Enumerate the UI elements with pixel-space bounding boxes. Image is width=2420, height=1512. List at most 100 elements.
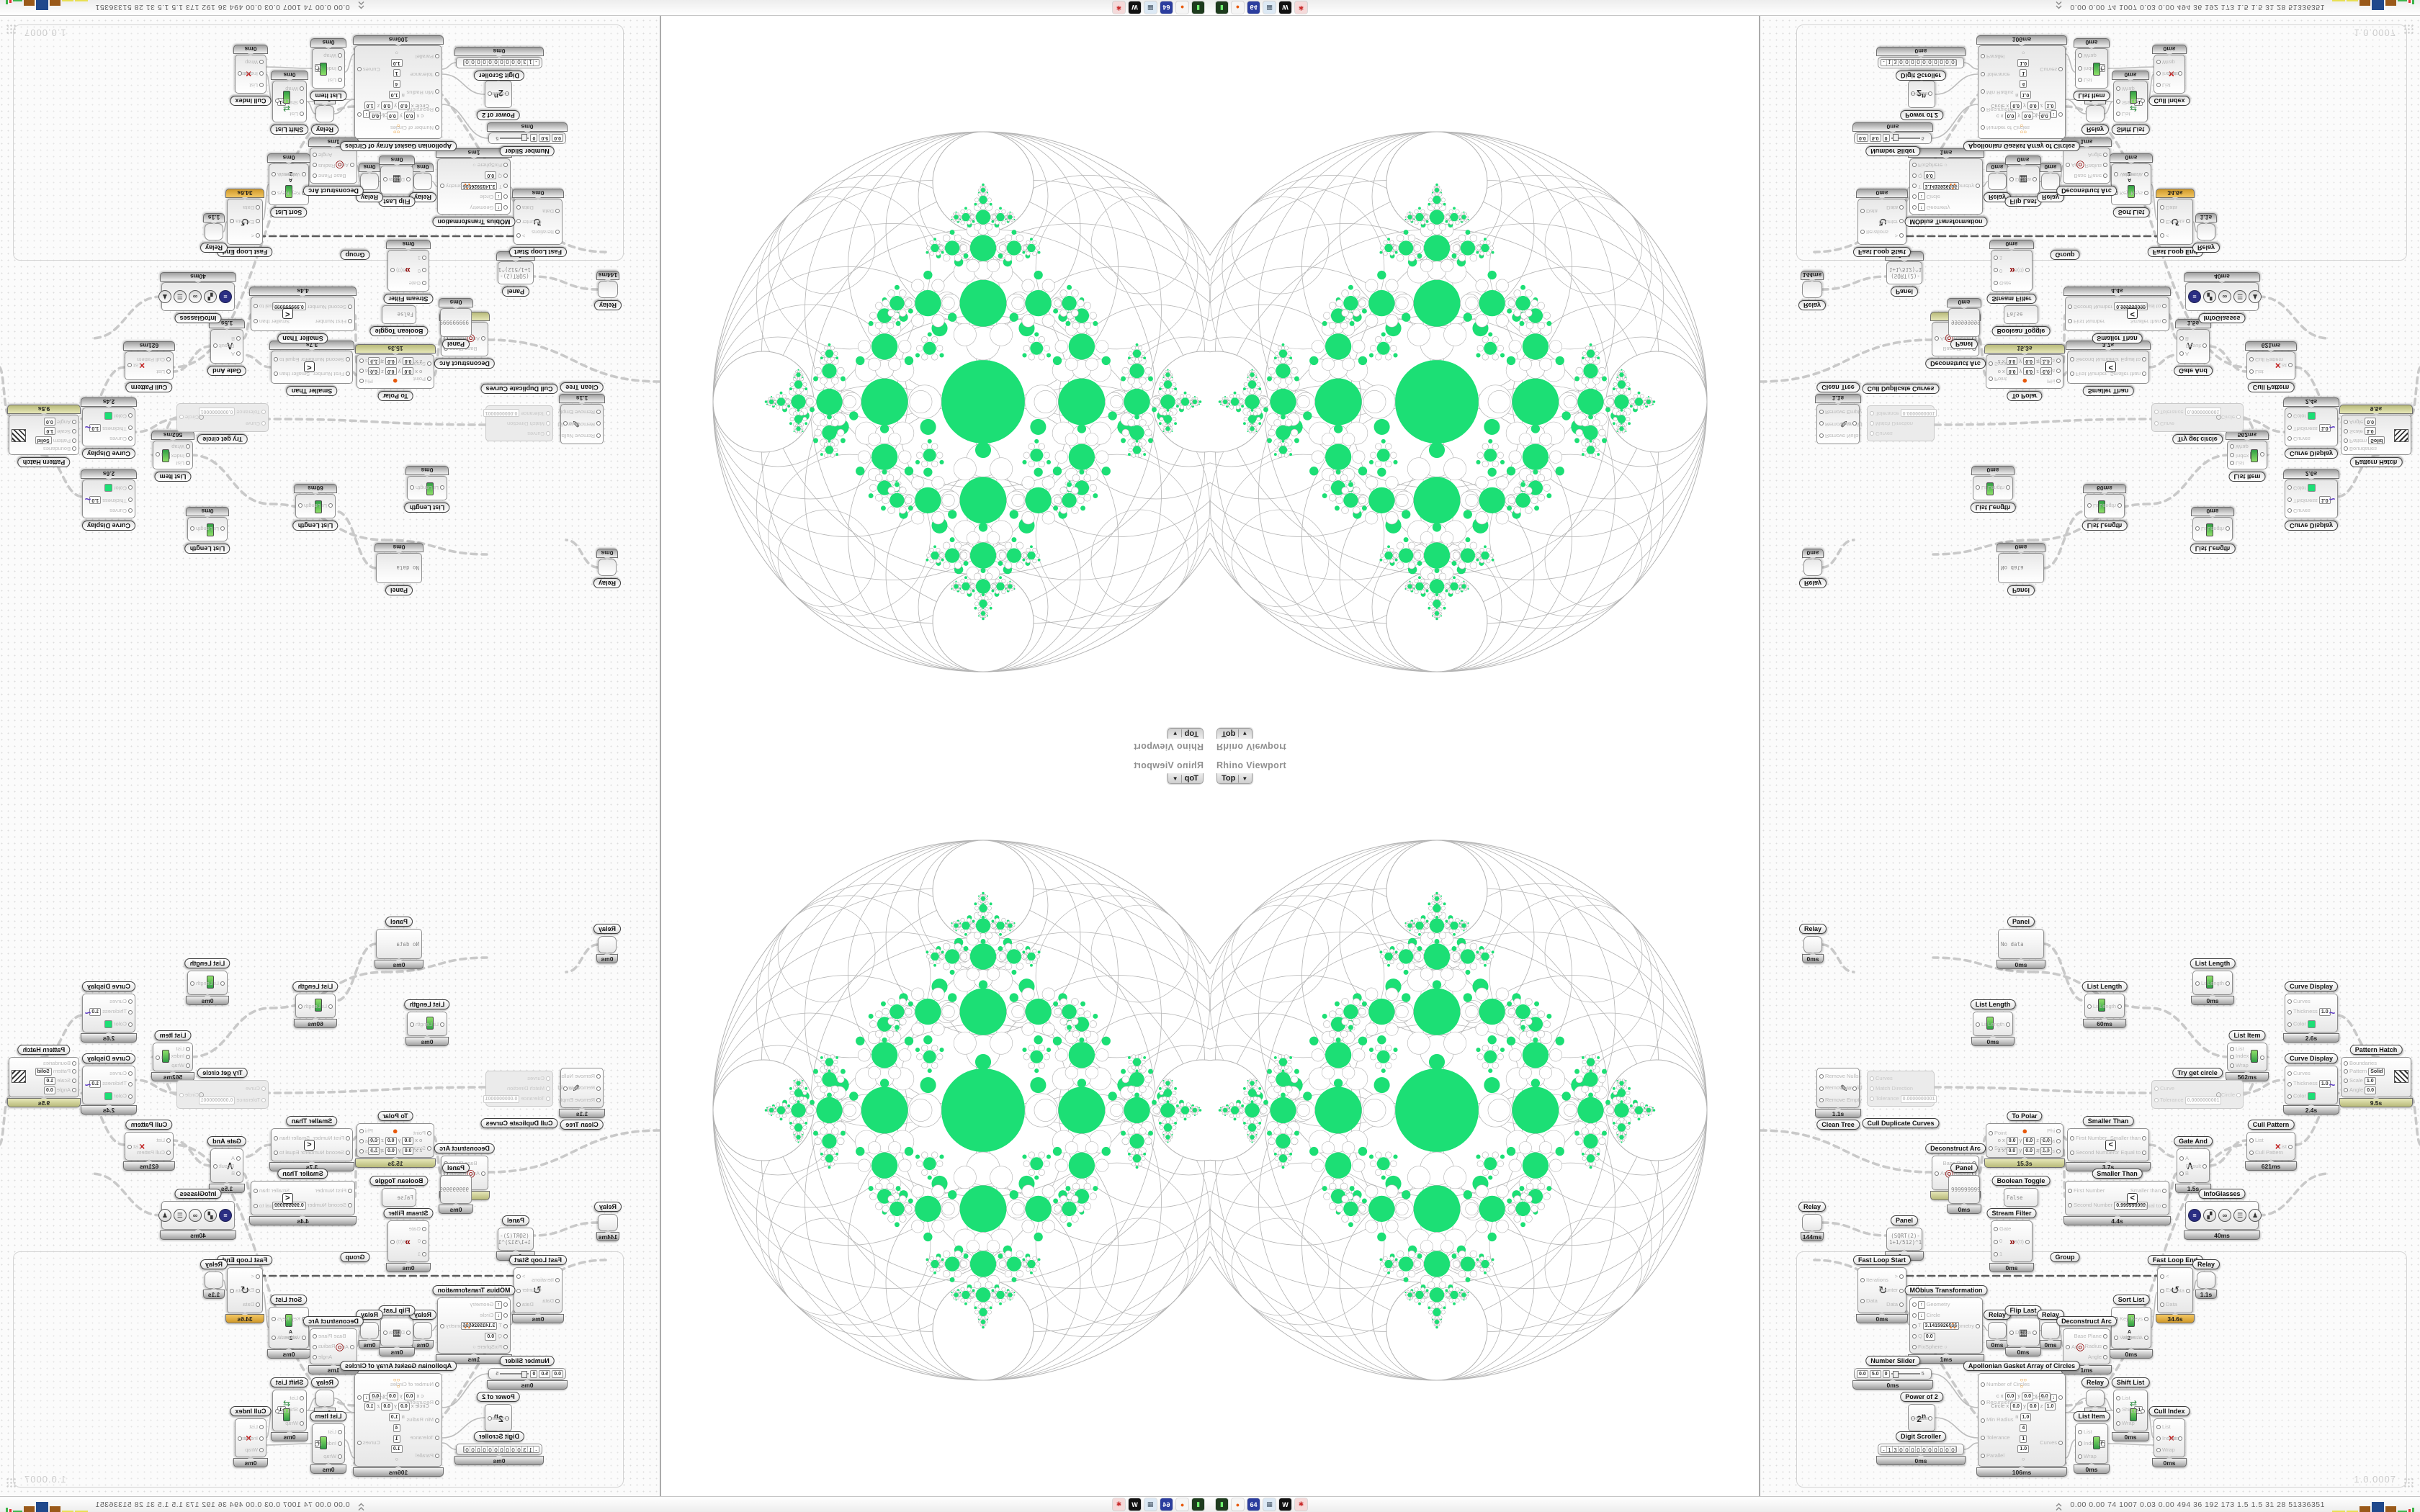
bug-icon[interactable]: ✱ xyxy=(1295,1,1307,14)
input-port[interactable]: Index 0 xyxy=(162,451,190,459)
output-port[interactable]: Counter xyxy=(1878,219,1904,225)
input-port[interactable]: Pattern Solid xyxy=(35,436,76,444)
node-label-curve-display-1[interactable]: Curve Display xyxy=(81,1053,136,1063)
output-port[interactable]: Tree xyxy=(563,421,580,428)
gh-node-panel-nodata[interactable]: No data xyxy=(1998,553,2044,583)
gh-node-sort-list[interactable]: Keys Values A A Z Keys Values A xyxy=(269,1307,309,1349)
output-port[interactable]: ... or Equal to xyxy=(254,1202,292,1209)
output-port[interactable]: Angle xyxy=(313,1354,332,1360)
gh-node-relay-r4[interactable] xyxy=(315,105,334,122)
input-port[interactable]: Recursions xyxy=(406,1399,439,1405)
output-port[interactable]: Length xyxy=(2208,980,2230,986)
input-port[interactable]: A xyxy=(2179,1155,2189,1161)
output-port[interactable]: Smaller than xyxy=(254,1187,290,1194)
node-label-panel-nodata[interactable]: Panel xyxy=(2007,917,2035,927)
input-port[interactable]: ↓ Circle xyxy=(1912,1311,1948,1320)
node-label-smaller-than-1[interactable]: Smaller Than xyxy=(286,386,338,396)
input-port[interactable]: Index 0 xyxy=(2230,1053,2258,1061)
browser-icon[interactable]: ● xyxy=(1232,1,1244,14)
input-port[interactable]: Index 0 xyxy=(2078,1439,2106,1448)
gh-node-list-length-b[interactable]: List Length xyxy=(2084,994,2125,1018)
gh-node-info-glasses[interactable]: ≡ ▞ ∞ ☰ ♟ xyxy=(158,282,235,311)
input-port[interactable]: Point xyxy=(1989,1130,2007,1136)
output-port[interactable]: Data xyxy=(383,1329,400,1336)
node-label-cull-pattern[interactable]: Cull Pattern xyxy=(125,1120,173,1130)
gh-node-stream-filter[interactable]: Gate 0 1» S(0) xyxy=(387,1220,429,1262)
gh-node-mobius-transformation[interactable]: ↑ Geometry ↓ Circle T 3.1415926536 Q 0.0 Fix… xyxy=(437,158,511,215)
output-port[interactable]: Result xyxy=(1912,1415,1932,1421)
bug-icon[interactable]: ✱ xyxy=(1113,1,1125,14)
input-port[interactable]: Color xyxy=(93,483,133,492)
viewport-tab-top[interactable]: Top ▼ xyxy=(1216,728,1253,739)
input-port[interactable]: List xyxy=(2116,1395,2130,1401)
input-port[interactable]: System xyxy=(1989,1145,2012,1151)
output-port[interactable]: Result xyxy=(488,1415,508,1421)
gh-node-fast-loop-end[interactable]: < Exit Data ↺ Data xyxy=(227,199,263,245)
input-port[interactable]: Data xyxy=(542,1297,560,1304)
output-port[interactable]: Radius xyxy=(313,163,335,169)
input-port[interactable]: List xyxy=(146,1137,171,1143)
input-port[interactable]: ↓ Circle xyxy=(1912,192,1948,201)
node-label-relay-a[interactable]: Relay xyxy=(1798,578,1827,588)
node-label-deconstruct-arc-1[interactable]: Deconstruct Arc xyxy=(434,359,495,369)
node-label-boolean-toggle[interactable]: Boolean Toggle xyxy=(369,326,429,336)
node-label-list-length-a[interactable]: List Length xyxy=(184,544,230,554)
input-port[interactable]: List xyxy=(146,369,171,375)
input-port[interactable]: Number of Circles xyxy=(1981,1381,2030,1387)
output-port[interactable]: Result xyxy=(213,1163,234,1169)
output-port[interactable]: ... or Equal to xyxy=(274,357,312,364)
gh-node-try-get-circle[interactable]: Curve Tolerance 0.0000000001 ○ Circle xyxy=(2151,403,2244,432)
node-label-cull-pattern[interactable]: Cull Pattern xyxy=(2247,1120,2295,1130)
output-port[interactable]: Keys xyxy=(2130,1315,2148,1322)
input-port[interactable]: 1 xyxy=(1994,255,2008,261)
gh-node-cull-duplicate-curves[interactable]: Curves Match Direction Tolerance 0.0000000… xyxy=(483,405,553,441)
input-port[interactable]: Thickness 1.0 xyxy=(89,495,133,504)
input-port[interactable]: Cull Pattern xyxy=(2249,356,2283,363)
output-port[interactable]: List xyxy=(2168,71,2182,78)
infoglasses-icon[interactable]: ≡ xyxy=(219,290,232,303)
output-port[interactable]: Smaller than xyxy=(2110,372,2146,378)
input-port[interactable]: Curves xyxy=(490,1075,550,1081)
input-port[interactable]: Arc xyxy=(2066,163,2079,169)
output-port[interactable]: Result xyxy=(1912,91,1932,98)
input-port[interactable]: Second Number xyxy=(305,357,350,364)
node-label-gate-and[interactable]: Gate And xyxy=(207,1136,246,1146)
output-port[interactable]: Circle xyxy=(179,1092,199,1098)
gh-node-boolean-toggle[interactable]: False xyxy=(382,1188,416,1207)
input-port[interactable]: Curve xyxy=(206,421,266,428)
input-port[interactable]: List xyxy=(249,1423,264,1430)
node-label-gate-and[interactable]: Gate And xyxy=(2174,366,2213,376)
input-port[interactable]: Pattern Solid xyxy=(35,1068,76,1076)
output-port[interactable]: Tree xyxy=(563,1085,580,1092)
node-label-panel-999[interactable]: Panel xyxy=(442,1163,470,1173)
infoglasses-icon[interactable]: ♟ xyxy=(158,1209,171,1222)
infoglasses-icon[interactable]: ☰ xyxy=(2233,290,2246,303)
gh-node-relay-144[interactable] xyxy=(598,281,618,298)
gh-node-list-length-b[interactable]: List Length xyxy=(295,994,336,1018)
gh-node-clean-tree[interactable]: Remove Nulls Remove Invalid Remove Empty ✎ T… xyxy=(557,404,604,444)
node-label-panel-sqrt[interactable]: Panel xyxy=(501,1215,530,1225)
input-port[interactable]: Thickness 1.0 xyxy=(2287,495,2331,504)
output-port[interactable]: Curves xyxy=(357,66,380,73)
gh-node-relay-144[interactable] xyxy=(1802,1214,1822,1231)
node-label-pattern-hatch[interactable]: Pattern Hatch xyxy=(2349,1045,2403,1055)
input-port[interactable]: Remove Invalid xyxy=(557,1084,601,1091)
node-label-digit-scroller[interactable]: Digit Scroller xyxy=(1895,71,1947,81)
node-label-smaller-than-1[interactable]: Smaller Than xyxy=(2082,1116,2134,1126)
output-port[interactable]: Phi xyxy=(359,379,373,385)
gh-node-gate-and[interactable]: A B ∧ Result xyxy=(210,1148,243,1183)
gh-node-mobius-transformation[interactable]: ↑ Geometry ↓ Circle T 3.1415926536 Q 0.0 Fix… xyxy=(437,1297,511,1354)
input-port[interactable]: Gate xyxy=(1994,1225,2011,1232)
output-port[interactable]: Counter xyxy=(516,1287,542,1293)
output-port[interactable]: Base Plane xyxy=(313,173,346,179)
node-label-smaller-than-2[interactable]: Smaller Than xyxy=(277,1169,328,1179)
gh-node-curve-display-2[interactable]: Curves Thickness 1.0 Color ~ xyxy=(2285,480,2338,518)
node-label-panel-sqrt[interactable]: Panel xyxy=(501,287,530,297)
canvas-grip-dots-icon[interactable] xyxy=(2403,1477,2414,1488)
node-label-relay-144[interactable]: Relay xyxy=(593,1202,622,1212)
output-port[interactable]: Result xyxy=(488,91,508,98)
input-port[interactable]: 0 xyxy=(1994,268,2008,274)
gh-node-panel-sqrt[interactable]: (SQRT(2)- 1+1/512)^1 xyxy=(498,1228,534,1251)
input-port[interactable]: Q 0.0 xyxy=(1912,1333,1948,1341)
node-label-number-slider[interactable]: Number Slider xyxy=(500,1356,555,1366)
